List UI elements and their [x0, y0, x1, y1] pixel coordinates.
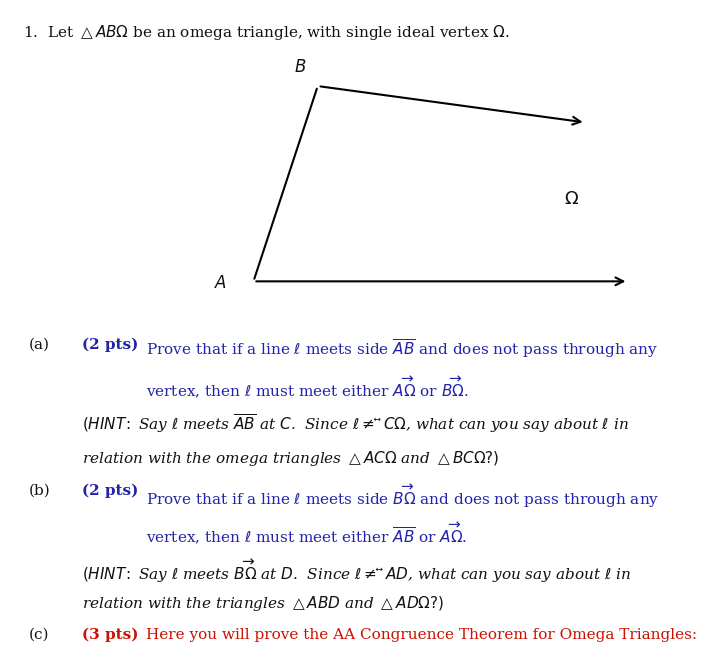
- Text: (2 pts): (2 pts): [82, 338, 139, 352]
- Text: (2 pts): (2 pts): [82, 483, 139, 498]
- Text: (3 pts): (3 pts): [82, 628, 139, 642]
- Text: (c): (c): [29, 628, 49, 641]
- Text: relation with the triangles $\triangle ABD$ and $\triangle AD\Omega?)$: relation with the triangles $\triangle A…: [82, 594, 444, 614]
- Text: $A$: $A$: [214, 275, 227, 292]
- Text: $(HINT\!:$ Say $\ell$ meets $\overrightarrow{B\Omega}$ at $D$.  Since $\ell \neq: $(HINT\!:$ Say $\ell$ meets $\overrighta…: [82, 557, 631, 585]
- Text: Prove that if a line $\ell$ meets side $\overrightarrow{B\Omega}$ and does not p: Prove that if a line $\ell$ meets side $…: [146, 483, 660, 510]
- Text: Prove that if a line $\ell$ meets side $\overline{AB}$ and does not pass through: Prove that if a line $\ell$ meets side $…: [146, 338, 658, 360]
- Text: $(HINT\!:$ Say $\ell$ meets $\overline{AB}$ at $C$.  Since $\ell \neq \overleftr: $(HINT\!:$ Say $\ell$ meets $\overline{A…: [82, 412, 629, 434]
- Text: $\Omega$: $\Omega$: [563, 189, 579, 208]
- Text: (a): (a): [29, 338, 49, 352]
- Text: $B$: $B$: [293, 59, 306, 76]
- Text: Here you will prove the AA Congruence Theorem for Omega Triangles:: Here you will prove the AA Congruence Th…: [146, 628, 698, 641]
- Text: vertex, then $\ell$ must meet either $\overrightarrow{A\Omega}$ or $\overrightar: vertex, then $\ell$ must meet either $\o…: [146, 375, 469, 401]
- Text: 1.  Let $\triangle AB\Omega$ be an omega triangle, with single ideal vertex $\Om: 1. Let $\triangle AB\Omega$ be an omega …: [23, 23, 509, 42]
- Text: relation with the omega triangles $\triangle AC\Omega$ and $\triangle BC\Omega?): relation with the omega triangles $\tria…: [82, 449, 500, 468]
- Text: (b): (b): [29, 483, 50, 497]
- Text: vertex, then $\ell$ must meet either $\overline{AB}$ or $\overrightarrow{A\Omega: vertex, then $\ell$ must meet either $\o…: [146, 520, 468, 546]
